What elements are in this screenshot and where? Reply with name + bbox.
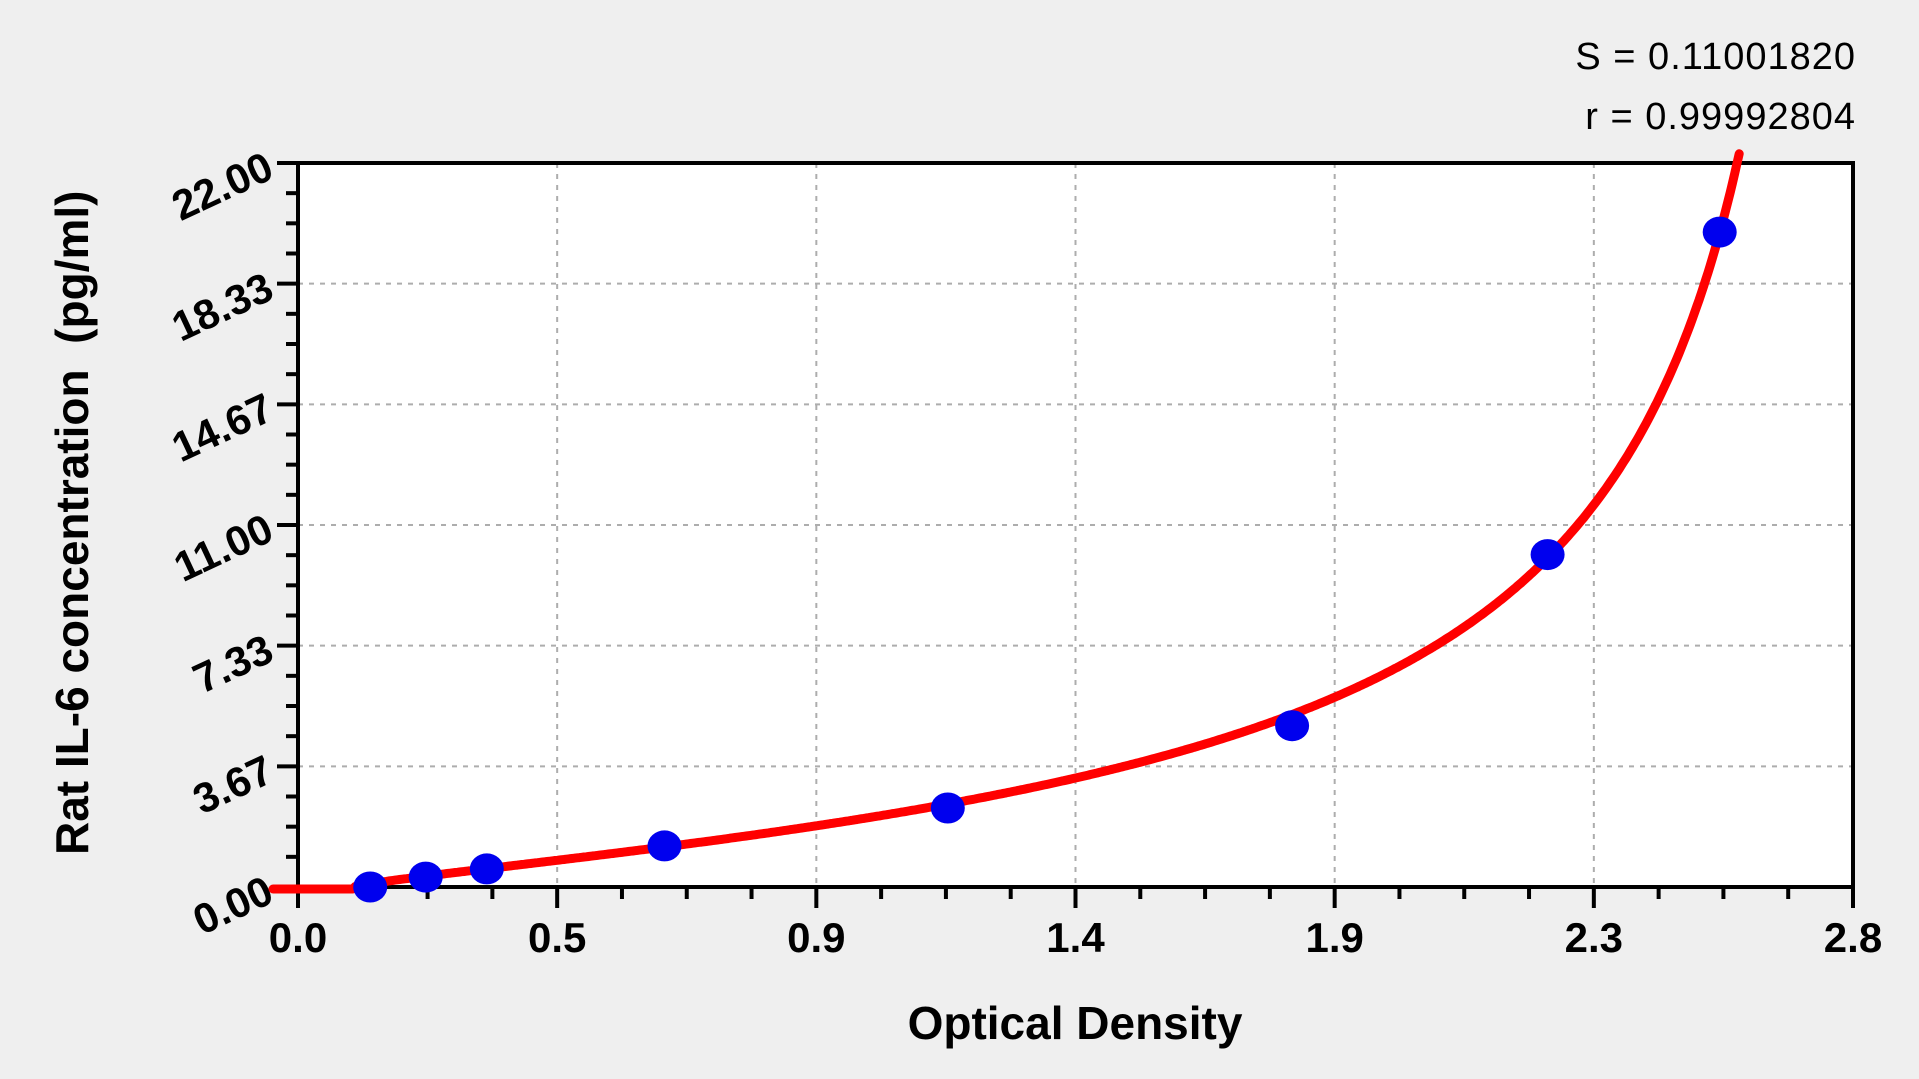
x-tick-label: 1.9 [1305,914,1363,961]
y-tick-label: 7.33 [186,625,280,702]
y-tick-label: 18.33 [165,263,280,350]
data-point [1702,216,1737,248]
x-tick-label: 0.5 [528,914,586,961]
plot-background [298,163,1853,887]
x-tick-label: 0.0 [269,914,327,961]
y-axis-title: Rat IL-6 concentration (pg/ml) [46,190,98,855]
y-tick-label: 0.00 [186,867,280,944]
data-point [353,871,388,903]
data-point [647,830,682,862]
x-tick-label: 0.9 [787,914,845,961]
y-tick-label: 14.67 [165,384,280,471]
data-point [408,861,443,893]
x-tick-label: 1.4 [1046,914,1105,961]
x-axis-title: Optical Density [907,997,1243,1049]
data-point [930,792,965,824]
x-tick-label: 2.3 [1565,914,1623,961]
data-point [1530,539,1565,571]
y-tick-label: 11.00 [167,505,280,591]
y-tick-label: 22.00 [165,143,280,230]
data-point [469,853,504,885]
data-point [1275,710,1310,742]
y-tick-label: 3.67 [186,746,280,823]
fit-standard-error-text: S = 0.11001820 [1575,36,1856,78]
x-tick-label: 2.8 [1824,914,1882,961]
fitted-curve [268,149,1744,894]
fit-correlation-text: r = 0.99992804 [1585,96,1856,138]
